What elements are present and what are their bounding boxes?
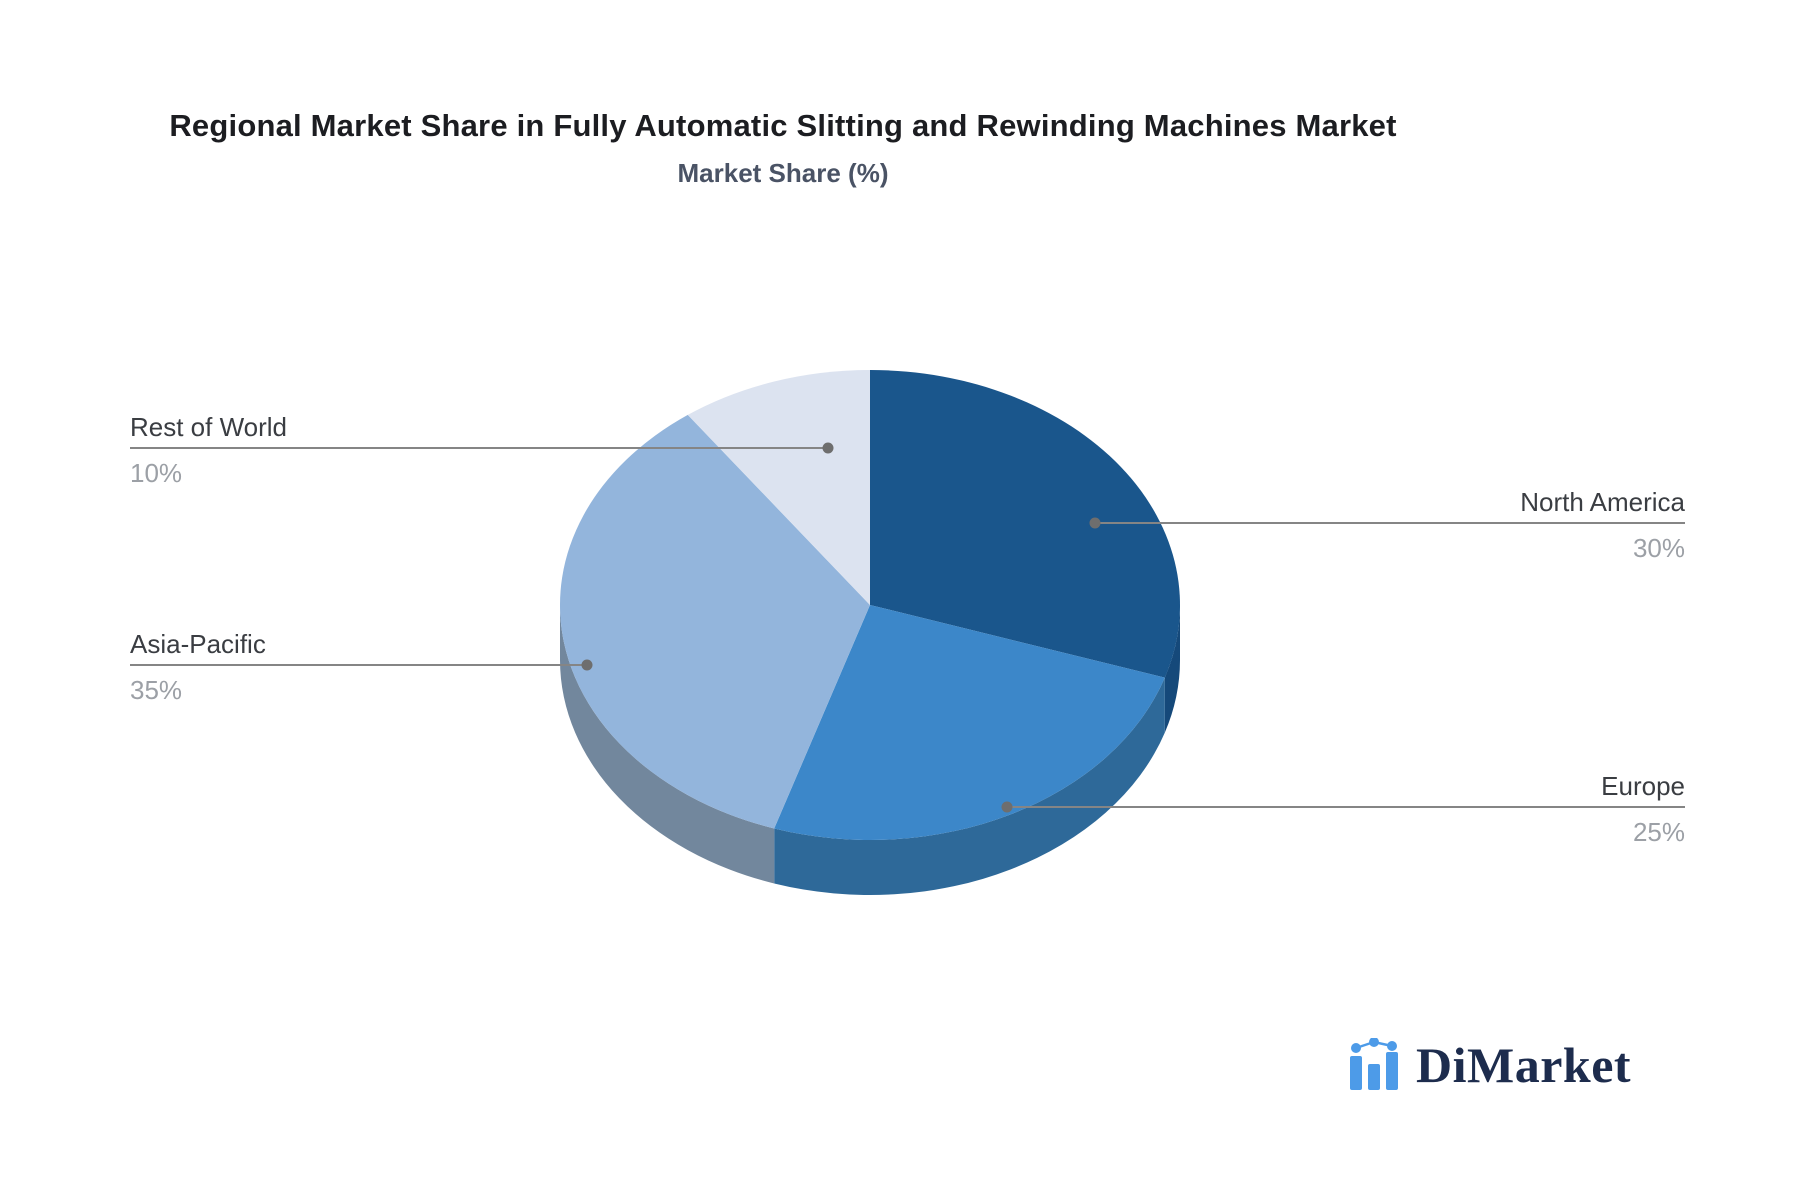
pie-slice-side-asia-pacific (560, 605, 775, 884)
chart-subtitle: Market Share (%) (677, 158, 889, 188)
dimarket-logo: DiMarket (1348, 1038, 1631, 1090)
pie-slice-north-america[interactable] (870, 370, 1181, 678)
pie-slice-asia-pacific[interactable] (559, 414, 870, 829)
leader-dot-europe (1001, 801, 1013, 813)
slice-label-asia-pacific: Asia-Pacific (130, 629, 266, 659)
leader-dot-asia-pacific (581, 659, 593, 671)
chart-title: Regional Market Share in Fully Automatic… (169, 108, 1397, 143)
bar-line-chart-icon (1350, 1038, 1398, 1090)
logo-text: DiMarket (1416, 1037, 1632, 1093)
pie-slice-side-north-america (1164, 605, 1180, 733)
pie-slice-side-europe (774, 677, 1165, 896)
slice-percent-north-america: 30% (1633, 533, 1685, 563)
slice-percent-rest-of-world: 10% (130, 458, 182, 488)
slice-percent-europe: 25% (1633, 817, 1685, 847)
slice-label-north-america: North America (1520, 487, 1685, 517)
slice-percent-asia-pacific: 35% (130, 675, 182, 705)
pie-slice-rest-of-world[interactable] (687, 370, 870, 605)
slice-label-rest-of-world: Rest of World (130, 412, 287, 442)
leader-dot-north-america (1089, 517, 1101, 529)
slice-label-europe: Europe (1601, 771, 1685, 801)
pie-slice-europe[interactable] (774, 605, 1165, 841)
title-block: Regional Market Share in Fully Automatic… (0, 108, 1566, 189)
leader-dot-rest-of-world (822, 442, 834, 454)
